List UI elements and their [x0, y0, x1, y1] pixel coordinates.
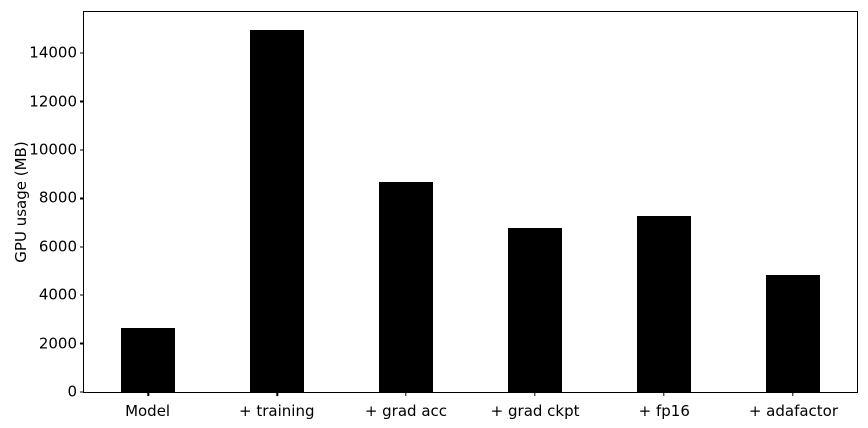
bar-slot [470, 12, 599, 392]
x-tick-label: Model [125, 402, 171, 420]
bar-slot [84, 12, 213, 392]
x-tick-mark [147, 392, 150, 396]
y-tick-label: 10000 [29, 140, 77, 159]
bar [507, 228, 562, 392]
y-tick-label: 4000 [38, 285, 77, 304]
y-tick-label: 0 [67, 382, 77, 401]
y-tick-label: 12000 [29, 92, 77, 111]
y-tick-mark [80, 294, 84, 296]
y-tick-mark [80, 197, 84, 200]
x-tick-label: + fp16 [638, 402, 690, 420]
y-tick-label: 2000 [38, 334, 77, 353]
y-tick: 4000 [38, 285, 84, 304]
y-tick-mark [80, 100, 84, 103]
x-tick-mark [276, 392, 278, 396]
bar [121, 328, 176, 392]
bar [379, 181, 434, 392]
y-tick-mark [80, 342, 84, 345]
plot-area: 0 2000 4000 6000 8000 10000 12000 14000 [29, 11, 858, 399]
y-tick-mark [80, 52, 84, 54]
bar [636, 215, 691, 392]
y-tick: 10000 [29, 142, 84, 157]
bar-slot [599, 12, 728, 392]
bar [765, 274, 820, 392]
y-tick: 8000 [38, 188, 84, 207]
bars [84, 12, 857, 392]
x-tick-label: + grad acc [364, 402, 448, 420]
x-tick-mark [663, 392, 665, 396]
y-tick-mark [80, 149, 84, 151]
y-tick: 12000 [29, 94, 84, 109]
x-tick-mark [405, 392, 407, 396]
y-axis-label: GPU usage (MB) [12, 141, 30, 263]
bar [250, 30, 305, 392]
bar-slot [728, 12, 857, 392]
y-tick-mark [80, 246, 84, 248]
bar-slot [213, 12, 342, 392]
y-tick-label: 8000 [38, 188, 77, 207]
bar-slot [342, 12, 471, 392]
y-tick-label: 6000 [38, 237, 77, 256]
x-tick-mark [534, 392, 536, 396]
x-tick-label: + grad ckpt [490, 402, 580, 420]
y-tick: 6000 [39, 239, 84, 254]
x-tick-label: + training [239, 402, 315, 420]
x-tick-mark [791, 392, 794, 396]
x-axis-labels: Model + training + grad acc + grad ckpt + fp… [83, 402, 858, 420]
y-tick-label: 14000 [29, 43, 77, 62]
y-tick: 2000 [39, 336, 84, 351]
y-tick-mark [80, 391, 84, 393]
x-tick-label: + adafactor [748, 402, 839, 420]
y-tick: 14000 [29, 43, 84, 62]
y-tick: 0 [67, 382, 84, 401]
